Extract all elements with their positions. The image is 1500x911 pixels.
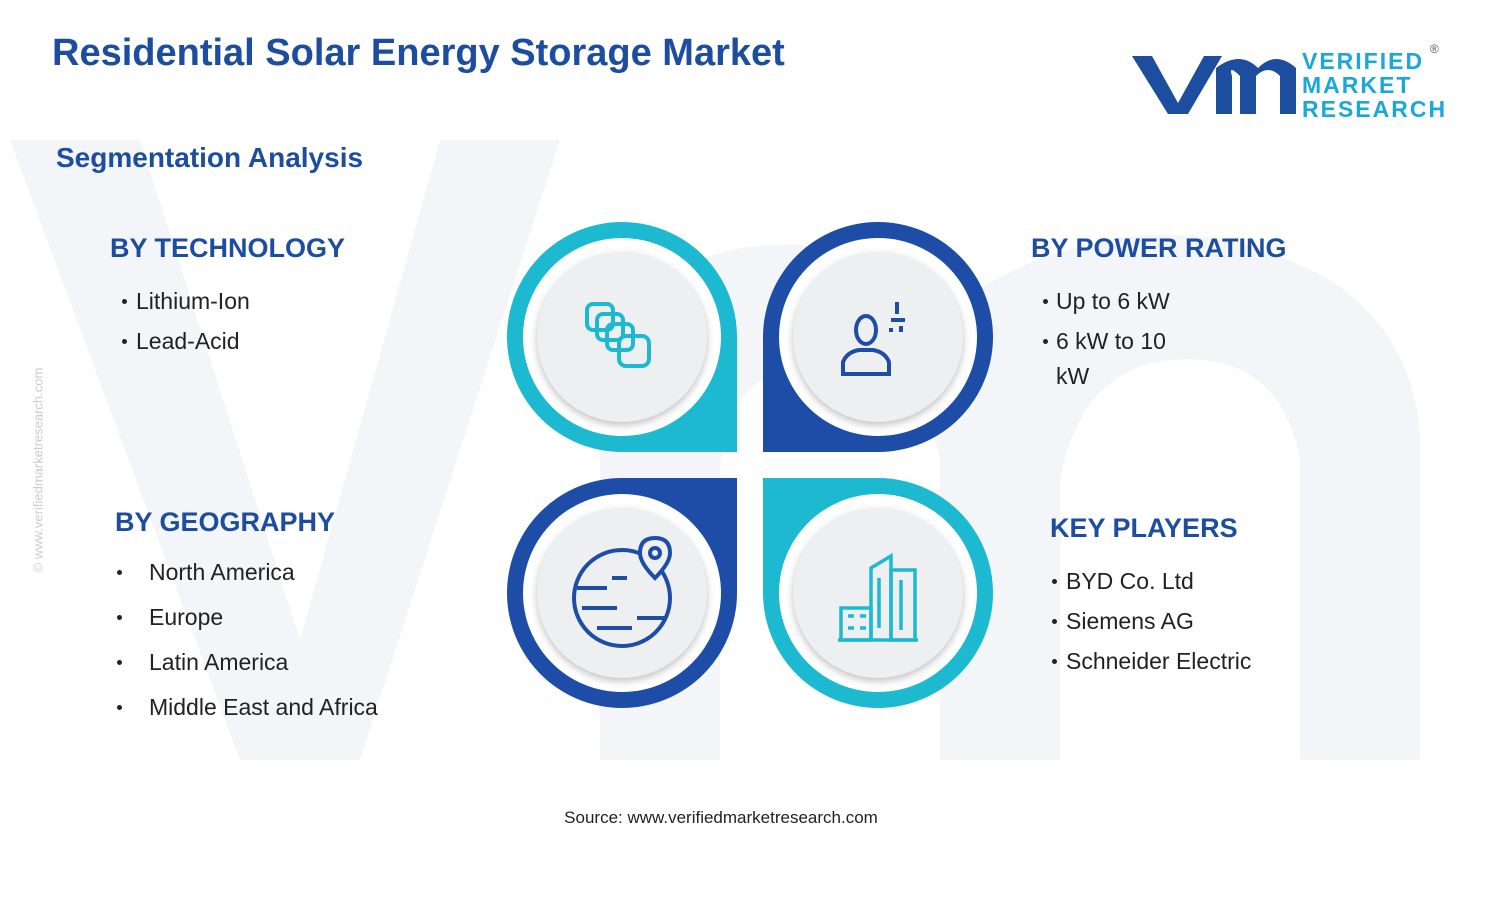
section-heading: BY GEOGRAPHY (115, 507, 336, 537)
logo-text: MARKET (1302, 72, 1413, 98)
tile (763, 478, 993, 708)
bullet (117, 705, 122, 710)
list-item: North America (149, 559, 295, 585)
list-item: 6 kW to 10 kW (1056, 328, 1166, 389)
tile (507, 478, 737, 708)
icon-bg (537, 252, 707, 422)
bullet (1052, 619, 1057, 624)
bullet (117, 570, 122, 575)
bullet (122, 339, 127, 344)
icon (838, 552, 918, 642)
bullet (1043, 339, 1048, 344)
bullet (1052, 579, 1057, 584)
icon (572, 535, 673, 648)
section-heading: BY POWER RATING (1031, 233, 1287, 263)
bullet (122, 299, 127, 304)
list-item: Lithium-Ion (136, 288, 250, 314)
list-item: Up to 6 kW (1056, 288, 1170, 314)
logo-mark (1132, 56, 1296, 114)
title: Residential Solar Energy Storage Market (52, 32, 785, 74)
list-item: Middle East and Africa (149, 694, 378, 720)
subtitle: Segmentation Analysis (56, 142, 364, 173)
logo-registered: ® (1430, 42, 1439, 56)
section-heading: BY TECHNOLOGY (110, 233, 346, 263)
logo-text: VERIFIED (1302, 48, 1425, 74)
tile (507, 222, 737, 452)
bullet (117, 615, 122, 620)
logo-text: RESEARCH (1302, 96, 1448, 122)
bullet (117, 660, 122, 665)
source: Source: www.verifiedmarketresearch.com (564, 808, 878, 827)
bullet (1043, 299, 1048, 304)
side-note: © www.verifiedmarketresearch.com (30, 367, 46, 573)
list-item: Latin America (149, 649, 289, 675)
section-heading: KEY PLAYERS (1050, 513, 1238, 543)
list-item: Schneider Electric (1066, 648, 1252, 674)
icon-bg (537, 508, 707, 678)
icon (585, 302, 651, 368)
list-item: Siemens AG (1066, 608, 1194, 634)
tile (763, 222, 993, 452)
list-item: Europe (149, 604, 224, 630)
bullet (1052, 659, 1057, 664)
icon-bg (793, 252, 963, 422)
icon (841, 302, 905, 376)
watermark (10, 140, 1420, 760)
list-item: BYD Co. Ltd (1066, 568, 1194, 594)
list-item: Lead-Acid (136, 328, 240, 354)
icon-bg (793, 508, 963, 678)
